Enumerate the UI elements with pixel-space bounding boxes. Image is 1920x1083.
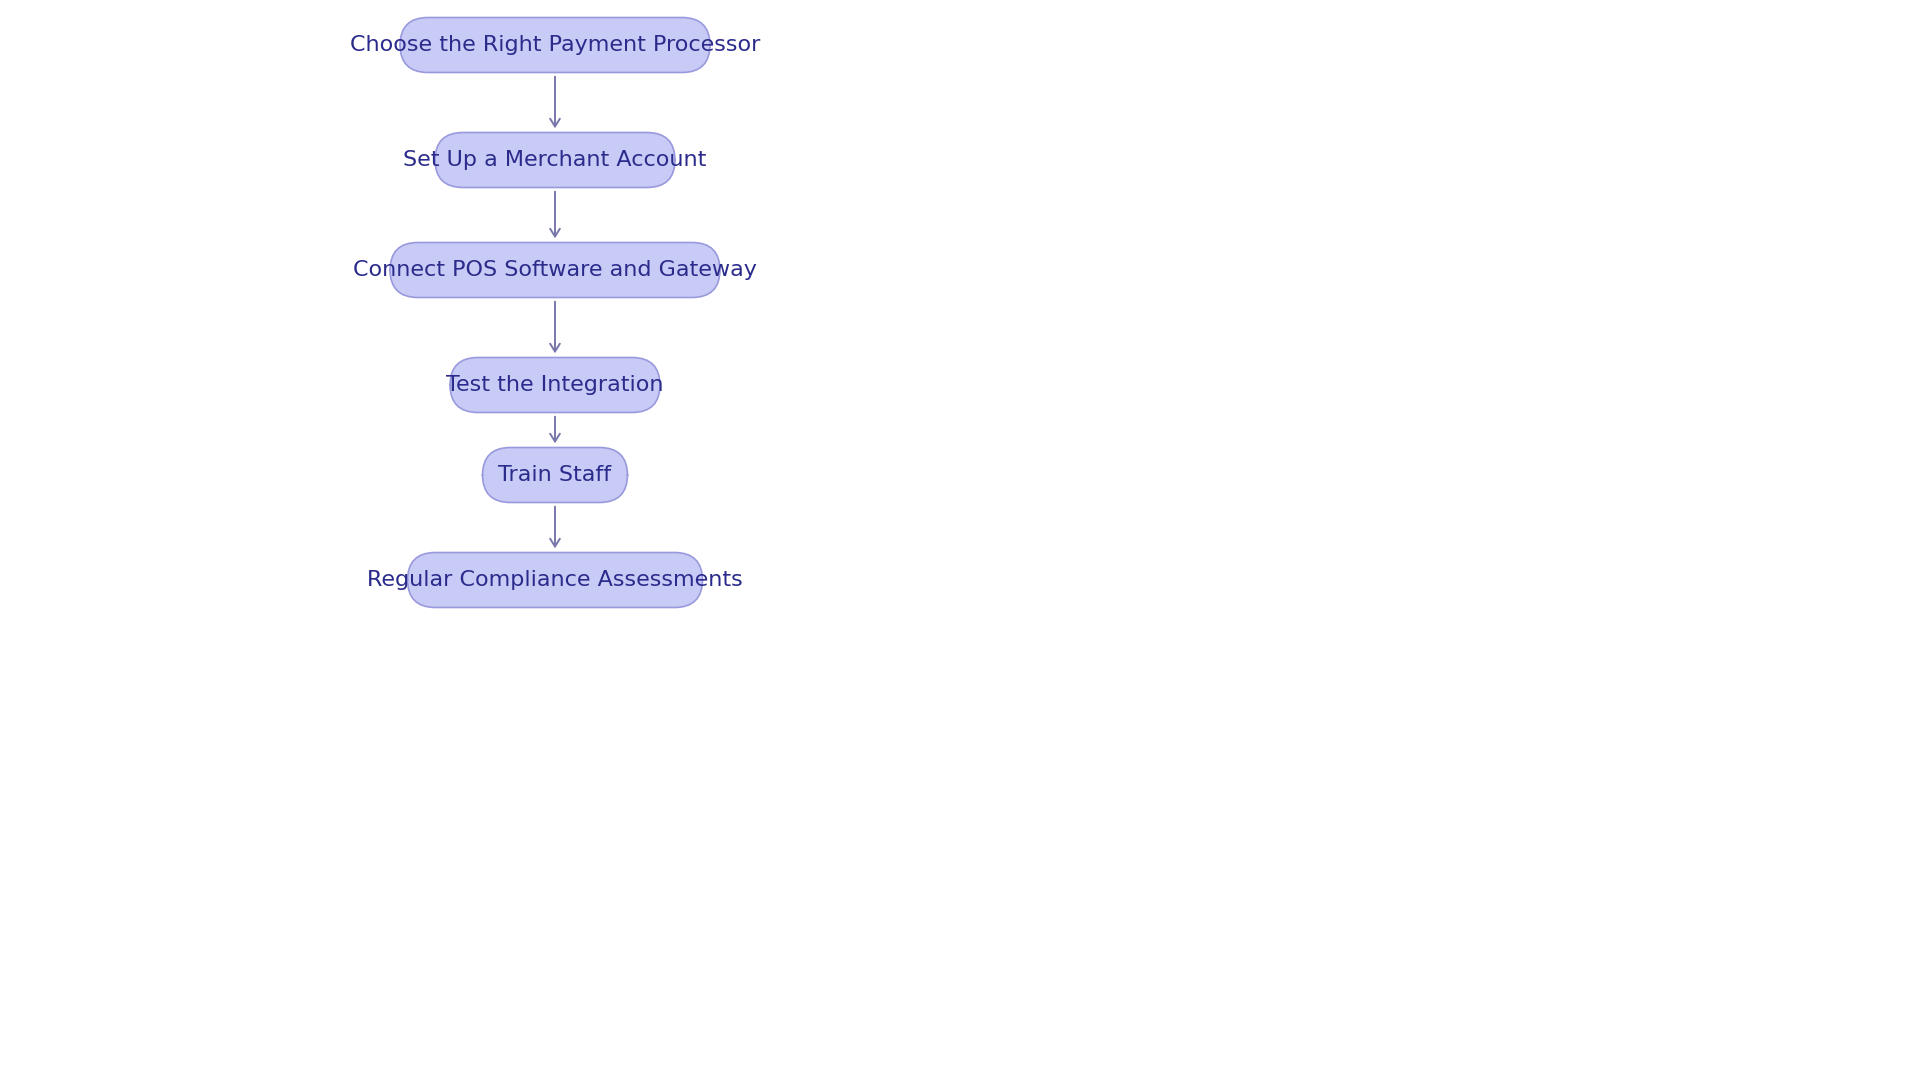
FancyBboxPatch shape bbox=[390, 243, 720, 298]
FancyBboxPatch shape bbox=[449, 357, 660, 413]
FancyBboxPatch shape bbox=[482, 447, 628, 503]
Text: Set Up a Merchant Account: Set Up a Merchant Account bbox=[403, 151, 707, 170]
Text: Regular Compliance Assessments: Regular Compliance Assessments bbox=[367, 570, 743, 590]
Text: Train Staff: Train Staff bbox=[499, 465, 612, 485]
FancyBboxPatch shape bbox=[407, 552, 703, 608]
FancyBboxPatch shape bbox=[399, 17, 710, 73]
Text: Choose the Right Payment Processor: Choose the Right Payment Processor bbox=[349, 35, 760, 55]
Text: Test the Integration: Test the Integration bbox=[445, 375, 664, 395]
FancyBboxPatch shape bbox=[436, 132, 676, 187]
Text: Connect POS Software and Gateway: Connect POS Software and Gateway bbox=[353, 260, 756, 280]
